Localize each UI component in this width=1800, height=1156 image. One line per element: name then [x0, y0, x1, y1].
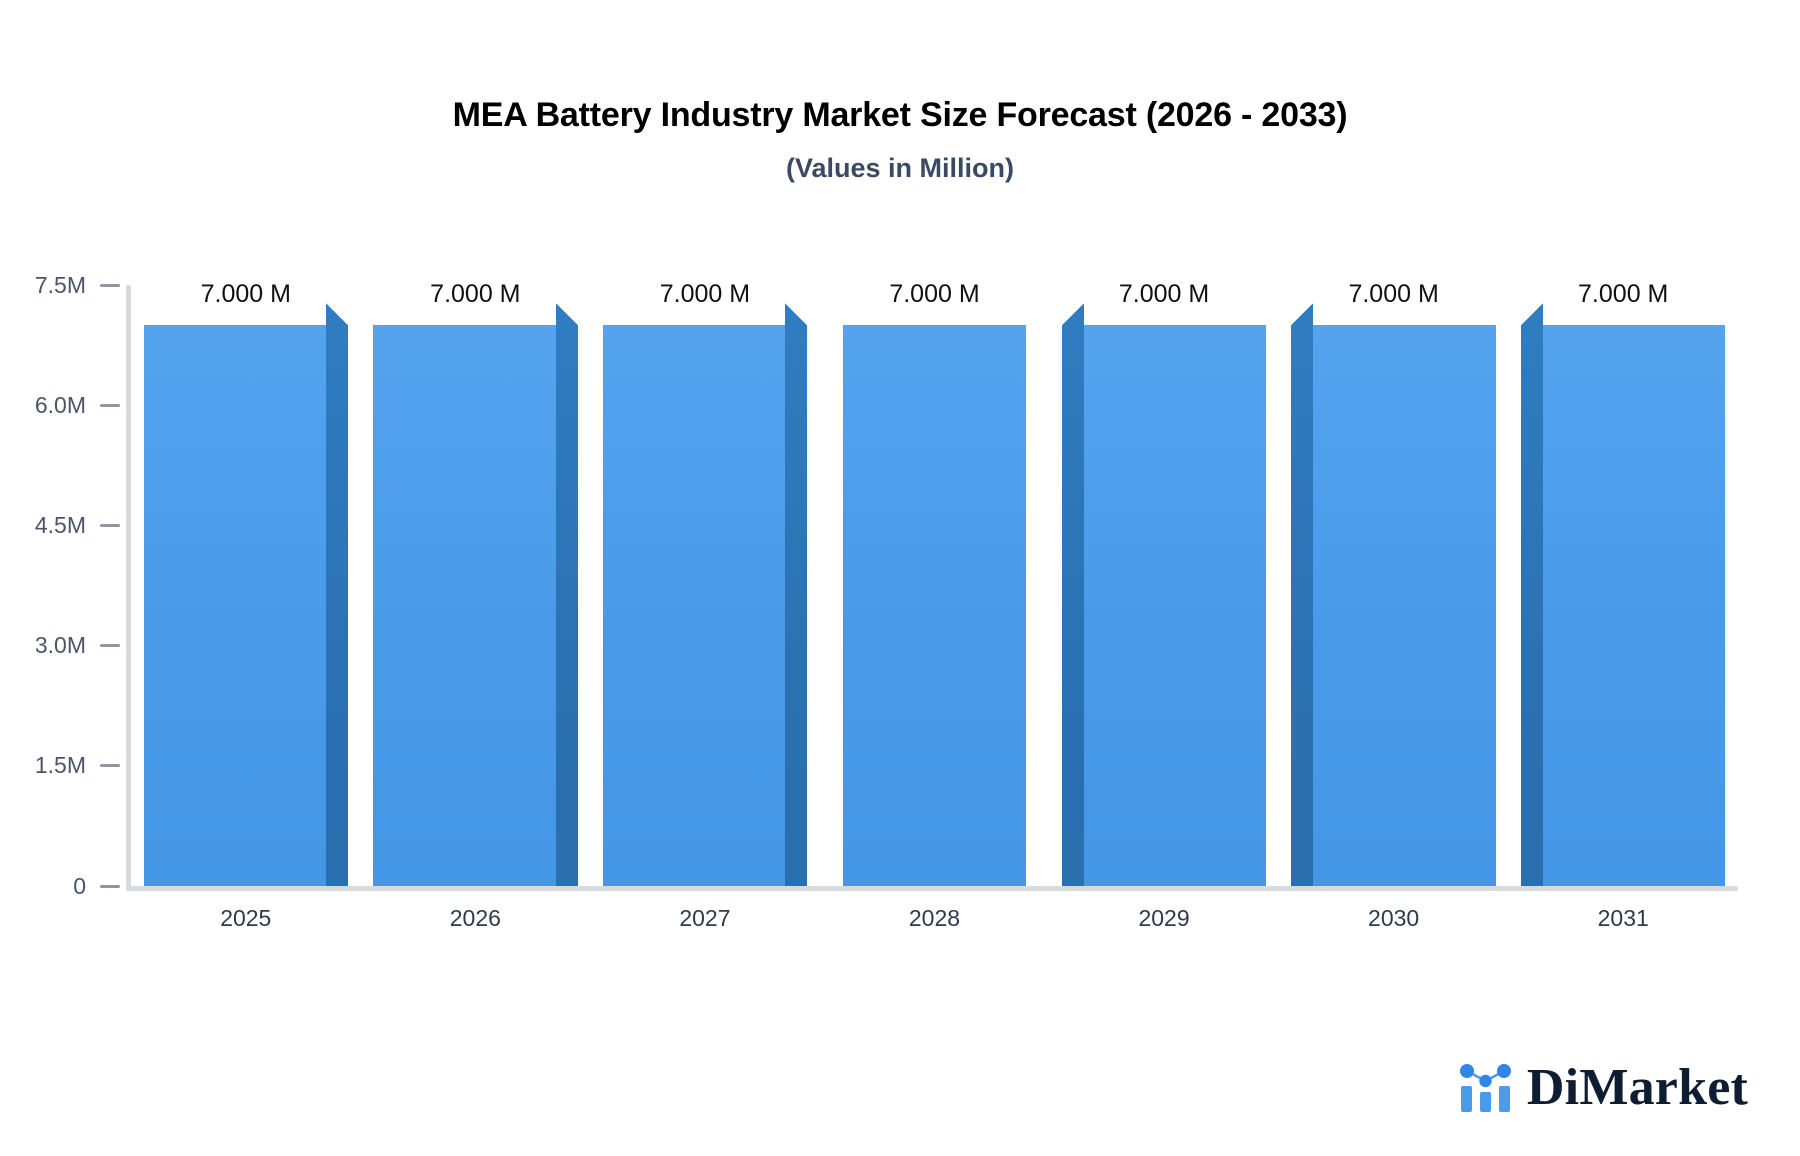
bar-value-label: 7.000 M: [1578, 280, 1669, 309]
bar[interactable]: 7.000 M: [1520, 280, 1726, 886]
bar[interactable]: 7.000 M: [843, 280, 1026, 886]
x-axis-tick-label: 2027: [679, 905, 731, 931]
bar-front-face: [843, 325, 1026, 886]
y-axis-tick-label: 3.0M: [34, 632, 86, 659]
x-axis-tick-label: 2031: [1597, 905, 1649, 931]
bar-top-bevel: [326, 303, 349, 326]
dimarket-logo: DiMarket: [1459, 1062, 1748, 1114]
bar[interactable]: 7.000 M: [1061, 280, 1267, 886]
bar[interactable]: 7.000 M: [1291, 280, 1496, 886]
x-axis-tick-label: 2025: [220, 905, 272, 931]
x-axis-tick-label: 2026: [449, 905, 501, 931]
y-axis-tick-label: 0: [73, 872, 86, 899]
y-axis-tick-label: 6.0M: [34, 391, 86, 418]
bar-front-face: [602, 325, 786, 886]
y-axis-tick-mark: [100, 523, 120, 527]
x-axis-tick-label: 2029: [1138, 905, 1190, 931]
y-axis-line: [126, 285, 131, 890]
bar-side-face: [1061, 325, 1084, 886]
bar-value-label: 7.000 M: [200, 280, 291, 309]
bar-side-face: [785, 325, 808, 886]
bar-value-label: 7.000 M: [430, 280, 521, 309]
chart-subtitle: (Values in Million): [785, 152, 1015, 183]
bar[interactable]: 7.000 M: [373, 280, 578, 886]
bar-top-bevel: [555, 303, 578, 326]
y-axis-tick-label: 1.5M: [34, 752, 86, 779]
chart-header: MEA Battery Industry Market Size Forecas…: [0, 95, 1800, 184]
chart-title: MEA Battery Industry Market Size Forecas…: [452, 96, 1348, 134]
bar-top-bevel: [1520, 303, 1543, 326]
bar-front-face: [373, 325, 556, 886]
bar-side-face: [1291, 325, 1314, 886]
bar-front-face: [1083, 325, 1267, 886]
y-axis-tick: 0: [0, 872, 120, 899]
y-axis-tick: 7.5M: [0, 271, 120, 298]
y-axis-tick-label: 7.5M: [34, 271, 86, 298]
y-axis-tick-mark: [100, 884, 120, 888]
y-axis-tick-mark: [100, 764, 120, 768]
bar-top-bevel: [1061, 303, 1084, 326]
bar[interactable]: 7.000 M: [143, 280, 349, 886]
x-axis-line: [126, 886, 1738, 891]
logo-wordmark: DiMarket: [1526, 1059, 1748, 1116]
y-axis-tick-mark: [100, 283, 120, 287]
y-axis-tick-label: 4.5M: [34, 511, 86, 538]
bar-side-face: [1520, 325, 1543, 886]
bar-value-label: 7.000 M: [1348, 280, 1439, 309]
bar-top-bevel: [1291, 303, 1314, 326]
bar-side-face: [326, 325, 349, 886]
y-axis-tick: 1.5M: [0, 752, 120, 779]
y-axis-tick: 4.5M: [0, 511, 120, 538]
bar-value-label: 7.000 M: [659, 280, 751, 309]
y-axis-tick-mark: [100, 403, 120, 407]
bar-front-face: [1313, 325, 1496, 886]
y-axis-tick: 3.0M: [0, 632, 120, 659]
y-axis-tick: 6.0M: [0, 391, 120, 418]
bar-front-face: [1542, 325, 1726, 886]
y-axis-tick-mark: [100, 644, 120, 648]
x-axis-tick-label: 2028: [908, 905, 961, 931]
bar-front-face: [143, 325, 327, 886]
bar-chart-logo-icon: [1459, 1064, 1511, 1112]
bar-value-label: 7.000 M: [889, 280, 980, 309]
bar-top-bevel: [785, 303, 808, 326]
x-axis-tick-label: 2030: [1368, 905, 1420, 931]
bar[interactable]: 7.000 M: [602, 280, 808, 886]
bar-side-face: [555, 325, 578, 886]
bar-value-label: 7.000 M: [1118, 280, 1210, 309]
